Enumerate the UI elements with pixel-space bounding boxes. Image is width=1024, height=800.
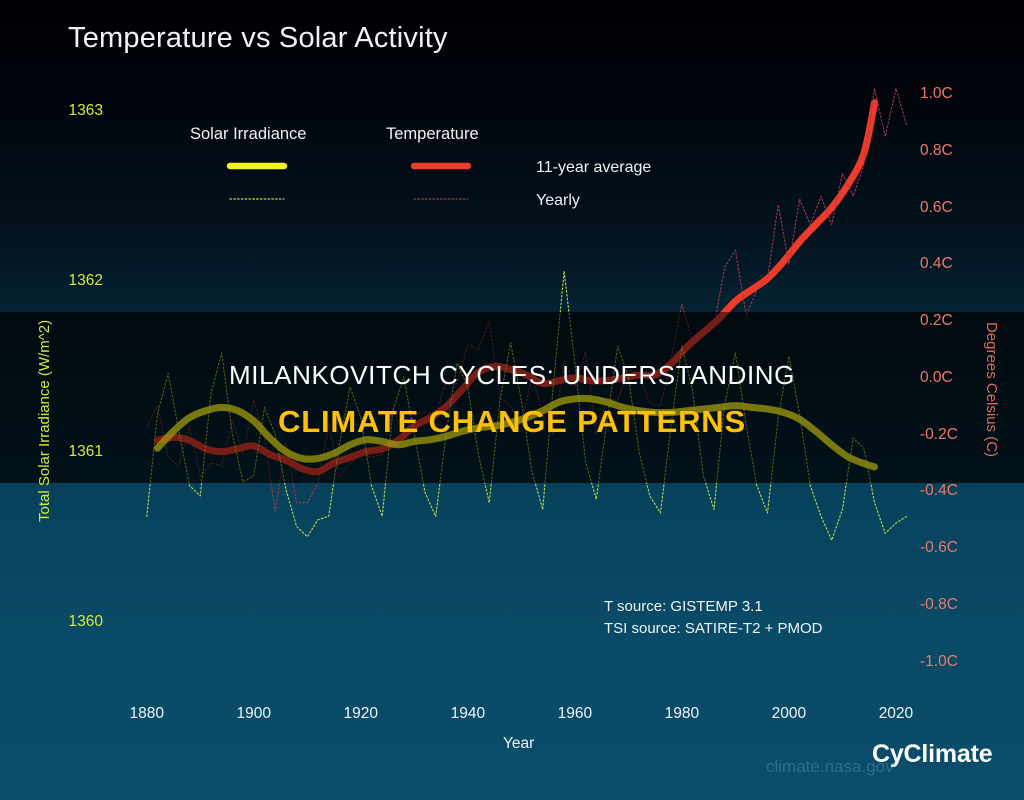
tick-x-5: 1980 [664, 705, 700, 722]
tick-right-8: 0.6C [920, 198, 953, 216]
tick-left-2: 1362 [68, 272, 103, 290]
cyclimate-logo: CyClimate [872, 740, 993, 768]
tick-x-7: 2020 [878, 705, 914, 722]
tick-right-0: -1.0C [920, 652, 958, 670]
tick-right-6: 0.2C [920, 312, 953, 330]
legend-11-year-average-label: 11-year average [536, 159, 652, 176]
tick-left-0: 1360 [68, 612, 103, 630]
tick-right-5: 0.0C [920, 368, 953, 386]
tick-right-9: 0.8C [920, 141, 953, 159]
tick-x-1: 1900 [236, 705, 272, 722]
tick-x-4: 1960 [557, 705, 593, 722]
x-axis-title: Year [503, 735, 535, 752]
nasa-credit-text: climate.nasa.gov [766, 757, 894, 776]
tick-right-2: -0.6C [920, 539, 958, 557]
tick-x-2: 1920 [343, 705, 379, 722]
tick-right-3: -0.4C [920, 482, 958, 500]
tick-right-7: 0.4C [920, 255, 953, 273]
legend-solar-irradiance-title: Solar Irradiance [190, 125, 307, 143]
tick-left-3: 1363 [68, 102, 103, 120]
source-note-temperature: T source: GISTEMP 3.1 [604, 598, 763, 615]
tick-right-4: -0.2C [920, 425, 958, 443]
overlay-headline-line2: CLIMATE CHANGE PATTERNS [278, 404, 746, 439]
source-note-tsi: TSI source: SATIRE-T2 + PMOD [604, 620, 823, 637]
tick-left-1: 1361 [68, 442, 103, 460]
tick-x-0: 1880 [129, 705, 164, 722]
legend-temperature-title: Temperature [386, 125, 479, 143]
tick-right-10: 1.0C [920, 85, 953, 103]
tick-right-1: -0.8C [920, 595, 958, 613]
legend-yearly-label: Yearly [536, 192, 580, 209]
tick-x-6: 2000 [771, 705, 807, 722]
tick-x-3: 1940 [450, 705, 486, 722]
overlay-headline-line1: MILANKOVITCH CYCLES: UNDERSTANDING [229, 360, 795, 390]
page-title: Temperature vs Solar Activity [68, 22, 448, 54]
